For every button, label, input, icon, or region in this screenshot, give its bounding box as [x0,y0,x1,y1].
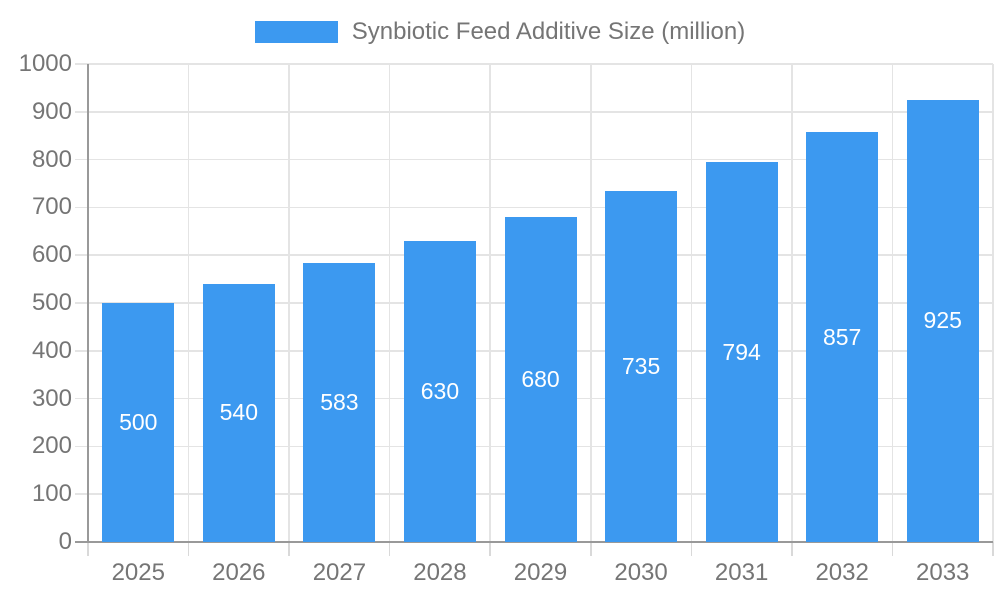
x-axis-tick [87,542,89,556]
bar-value-label: 630 [420,377,460,404]
y-axis-tick-label: 800 [31,145,72,173]
y-axis-tick-label: 1000 [18,50,72,77]
y-axis-tick-label: 300 [31,384,72,412]
y-axis-tick-label: 0 [58,528,72,555]
legend-swatch [254,21,338,43]
x-axis-tick [288,542,290,556]
bar: 680 [504,216,577,542]
bar-value-label: 925 [923,307,962,334]
y-axis-tick-label: 200 [31,432,72,460]
x-axis-tick-label: 2031 [714,559,769,586]
y-axis-tick-label: 100 [31,480,72,508]
y-axis-tick-label: 900 [31,97,72,125]
x-axis-tick [590,542,592,556]
x-axis-tick [891,542,894,556]
bar: 500 [102,303,175,542]
bar: 630 [403,240,476,542]
bar: 583 [303,263,376,542]
bar-value-label: 735 [621,352,661,379]
legend[interactable]: Synbiotic Feed Additive Size (million) [0,17,1000,47]
bar: 794 [705,162,778,542]
y-axis-tick-label: 700 [31,193,72,221]
y-axis-tick-label: 400 [31,336,72,364]
x-axis-tick [992,542,994,556]
x-axis-tick-label: 2027 [312,559,367,586]
x-gridline [187,64,190,542]
legend-label: Synbiotic Feed Additive Size (million) [351,18,746,45]
x-axis-tick-label: 2028 [413,559,467,586]
x-axis-tick [690,542,693,556]
x-axis-tick [388,542,391,556]
x-gridline [791,64,793,542]
bar: 540 [202,283,275,542]
bar: 735 [605,190,678,542]
x-axis-tick-label: 2026 [212,559,266,586]
y-gridline [75,206,993,209]
y-gridline [75,158,993,161]
bar-value-label: 680 [521,365,560,392]
x-gridline [690,64,693,542]
y-axis-tick-label: 500 [31,289,72,316]
x-axis-tick [187,542,190,556]
x-gridline [992,64,994,542]
bar: 925 [906,99,979,542]
y-gridline [75,63,993,65]
x-axis-tick [489,542,491,556]
x-axis-tick-label: 2032 [815,559,869,586]
x-axis-tick-label: 2025 [111,559,165,586]
bar-value-label: 857 [822,323,862,350]
y-axis-tick-label: 600 [31,241,72,269]
x-axis-tick-label: 2033 [916,559,970,586]
y-gridline [75,111,993,113]
bar-value-label: 794 [722,338,761,365]
bar-value-label: 540 [219,399,259,426]
x-gridline [489,64,491,542]
bar-value-label: 583 [320,389,359,416]
x-axis-line [75,541,993,543]
x-axis-tick-label: 2029 [513,559,568,586]
y-axis-line [87,64,89,542]
x-axis-tick-label: 2030 [614,559,668,586]
bar-value-label: 500 [119,409,158,435]
x-gridline [590,64,592,542]
x-gridline [288,64,290,542]
x-gridline [891,64,894,542]
x-axis-tick [791,542,793,556]
bar: 857 [806,132,879,542]
x-gridline [388,64,391,542]
